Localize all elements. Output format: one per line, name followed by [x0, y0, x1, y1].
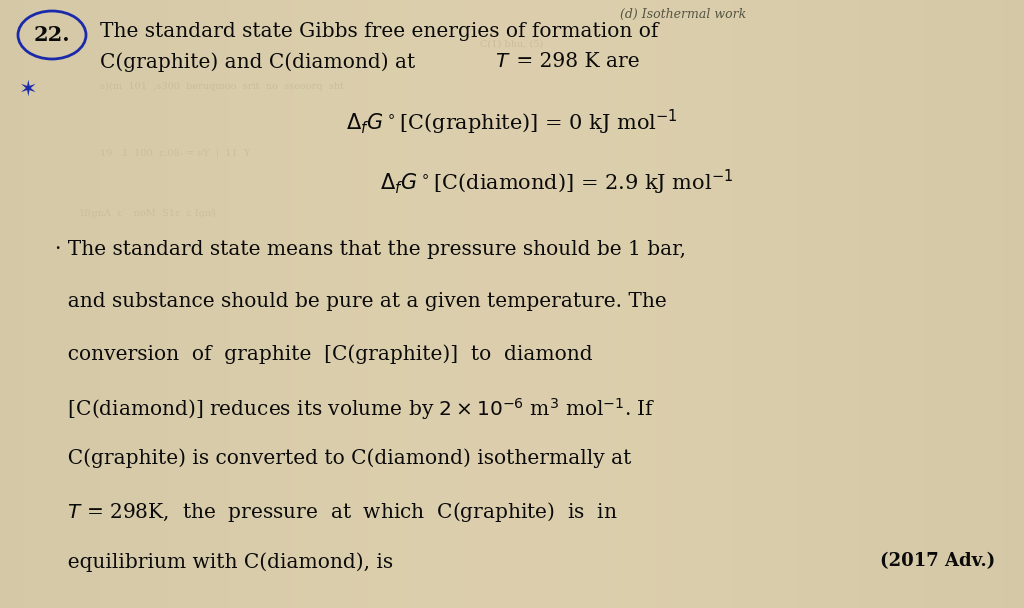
Text: The standard state Gibbs free energies of formation of: The standard state Gibbs free energies o…	[100, 22, 658, 41]
Text: = 298 K are: = 298 K are	[510, 52, 640, 71]
Text: and substance should be pure at a given temperature. The: and substance should be pure at a given …	[55, 292, 667, 311]
Text: conversion  of  graphite  [C(graphite)]  to  diamond: conversion of graphite [C(graphite)] to …	[55, 344, 593, 364]
Text: C(1) bhu, (5): C(1) bhu, (5)	[480, 40, 544, 49]
Text: $T$ = 298K,  the  pressure  at  which  C(graphite)  is  in: $T$ = 298K, the pressure at which C(grap…	[55, 500, 617, 524]
Text: (2017 Adv.): (2017 Adv.)	[880, 552, 995, 570]
Text: C(graphite) and C(diamond) at: C(graphite) and C(diamond) at	[100, 52, 422, 72]
Text: ✶: ✶	[18, 80, 37, 100]
Text: C(graphite) is converted to C(diamond) isothermally at: C(graphite) is converted to C(diamond) i…	[55, 448, 632, 468]
Text: s)(m  101  ,s300  beruqmoo  srit  no  sseoorq  sht: s)(m 101 ,s300 beruqmoo srit no sseoorq …	[100, 82, 344, 91]
Text: Ιf(gnA  ε`  noM  S1ε  ε Ιgn§: Ιf(gnA ε` noM S1ε ε Ιgn§	[80, 208, 216, 218]
Text: $\Delta_f G^\circ$[C(diamond)] = 2.9 kJ mol$^{-1}$: $\Delta_f G^\circ$[C(diamond)] = 2.9 kJ …	[380, 168, 733, 197]
Text: $T$: $T$	[495, 52, 511, 71]
Text: $\Delta_f G^\circ$[C(graphite)] = 0 kJ mol$^{-1}$: $\Delta_f G^\circ$[C(graphite)] = 0 kJ m…	[346, 108, 678, 137]
Text: 22.: 22.	[34, 25, 71, 45]
Text: · The standard state means that the pressure should be 1 bar,: · The standard state means that the pres…	[55, 240, 686, 259]
Text: equilibrium with C(diamond), is: equilibrium with C(diamond), is	[55, 552, 393, 572]
Text: 19  .1  100  ε.08- = νY  |  11  Υ: 19 .1 100 ε.08- = νY | 11 Υ	[100, 148, 251, 157]
Text: [C(diamond)] reduces its volume by $2\times 10^{-6}$ m$^3$ mol$^{-1}$. If: [C(diamond)] reduces its volume by $2\ti…	[55, 396, 655, 422]
Text: (d) Isothermal work: (d) Isothermal work	[620, 8, 746, 21]
